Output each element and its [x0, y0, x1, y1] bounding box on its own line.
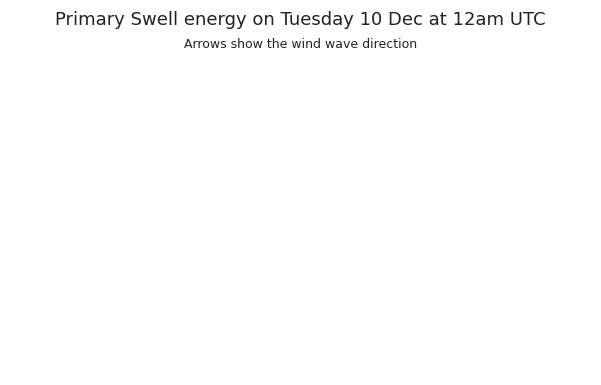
Text: Arrows show the wind wave direction: Arrows show the wind wave direction	[184, 38, 417, 51]
Text: Primary Swell energy on Tuesday 10 Dec at 12am UTC: Primary Swell energy on Tuesday 10 Dec a…	[55, 10, 546, 28]
Text: Cartopy not available: Cartopy not available	[212, 211, 389, 229]
